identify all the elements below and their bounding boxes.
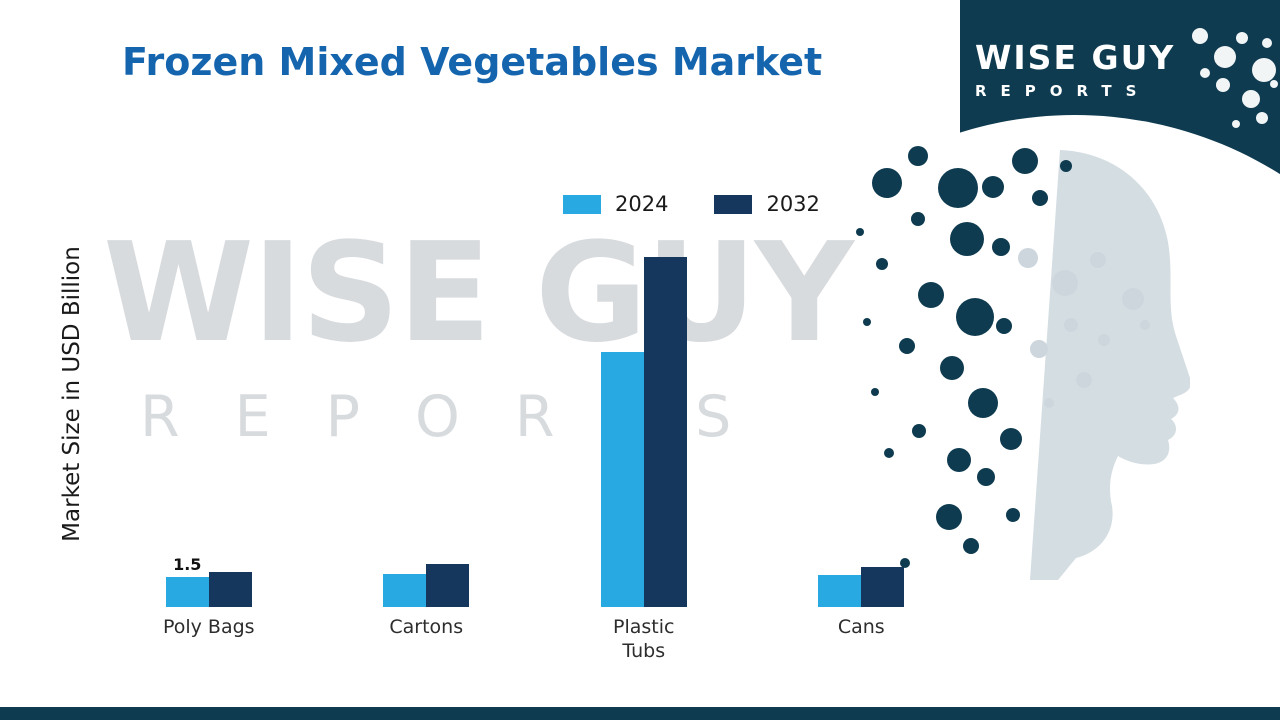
bar-pair (600, 257, 687, 607)
category-label: Plastic Tubs (613, 616, 675, 662)
legend-label-2024: 2024 (615, 192, 669, 216)
bar-group: Cans (753, 567, 971, 663)
bar-wrap: 1.5 (165, 555, 209, 607)
bar-pair: 1.5 (165, 555, 252, 607)
category-label: Cans (837, 616, 885, 638)
bar-groups: 1.5 Poly Bags Cartons Plastic Tubs Cans (100, 257, 970, 663)
chart-legend: 2024 2032 (563, 192, 820, 216)
bar-2024-cartons (383, 574, 427, 607)
decorative-dot (872, 168, 902, 198)
legend-label-2032: 2032 (766, 192, 820, 216)
bar-wrap (861, 567, 905, 607)
bar-wrap (383, 574, 427, 607)
decorative-dot (856, 228, 864, 236)
bar-2024-cans (818, 575, 862, 607)
bar-2032-plastic-tubs (643, 257, 687, 607)
bar-2032-cans (861, 567, 905, 607)
bar-pair (818, 567, 905, 607)
page-title: Frozen Mixed Vegetables Market (122, 40, 823, 84)
bottom-bar (0, 707, 1280, 720)
head-profile-graphic (1030, 150, 1190, 580)
bar-2032-poly-bags (208, 572, 252, 607)
category-label: Poly Bags (162, 616, 255, 638)
legend-item-2024: 2024 (563, 192, 668, 216)
decorative-dot (911, 212, 925, 226)
bar-wrap (818, 575, 862, 607)
brand-name: WISE GUY (975, 38, 1176, 77)
category-label: Cartons (389, 616, 464, 638)
bar-wrap (426, 564, 470, 607)
watermark-line1: WISE GUY (103, 214, 854, 373)
bar-wrap (643, 257, 687, 607)
legend-swatch-2024 (563, 194, 601, 214)
legend-swatch-2032 (714, 194, 753, 214)
bar-value-label: 1.5 (173, 555, 202, 574)
bar-wrap (600, 352, 644, 607)
bar-2032-cartons (426, 564, 470, 607)
legend-item-2032: 2032 (714, 192, 820, 216)
bar-2024-poly-bags (165, 577, 209, 607)
bar-group: Plastic Tubs (535, 257, 753, 663)
decorative-dot (908, 146, 928, 166)
bar-group: 1.5 Poly Bags (100, 555, 318, 663)
brand-tagline: REPORTS (975, 82, 1151, 100)
bar-pair (383, 564, 470, 607)
y-axis-label: Market Size in USD Billion (59, 246, 85, 542)
right-panel (960, 0, 1280, 720)
bar-group: Cartons (318, 564, 536, 663)
bar-wrap (208, 572, 252, 607)
bar-2024-plastic-tubs (600, 352, 644, 607)
brand-logo: WISE GUY REPORTS (975, 38, 1175, 100)
